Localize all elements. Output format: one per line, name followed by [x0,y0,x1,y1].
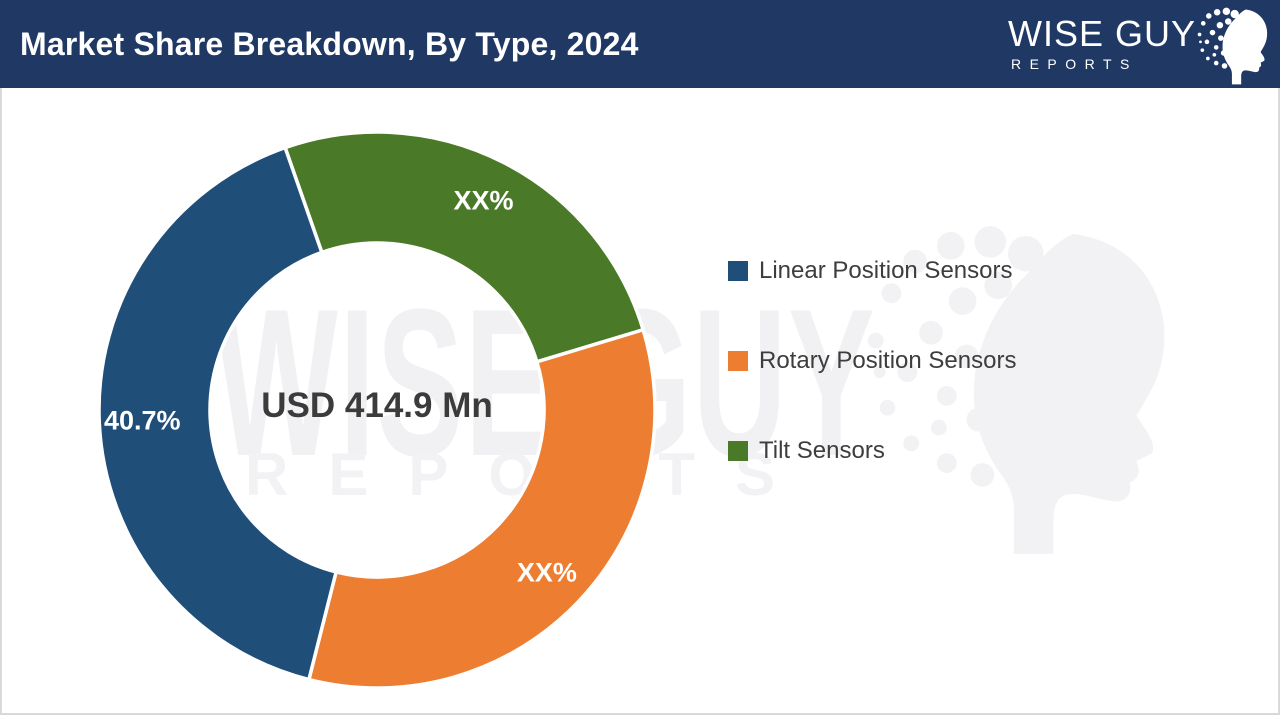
legend-swatch-icon [728,351,748,371]
logo-brain-face-icon [1197,7,1268,85]
segment-value-label: XX% [454,186,514,216]
legend-swatch-icon [728,441,748,461]
donut-segment-tilt-sensors [283,130,645,364]
legend-label: Rotary Position Sensors [759,347,1017,374]
page-border-left [0,88,2,715]
logo-text: WISE GUY REPORTS [1007,13,1196,73]
segment-value-label: 40.7% [104,405,181,435]
wise-guy-reports-logo: WISE GUY REPORTS [1008,4,1268,88]
logo-tagline: REPORTS [1010,56,1138,72]
legend-label: Linear Position Sensors [759,257,1013,284]
legend-swatch-icon [728,261,748,281]
chart-legend: Linear Position Sensors Rotary Position … [728,252,1016,470]
page-title: Market Share Breakdown, By Type, 2024 [20,25,639,62]
legend-label: Tilt Sensors [759,437,885,464]
donut-segment-linear-position-sensors [97,145,338,682]
watermark-text-reports: REPORTS [245,445,815,505]
page-border-right [1278,88,1280,715]
chart-center-value: USD 414.9 Mn [261,386,493,425]
segment-value-label: XX% [517,557,577,587]
header-bar: Market Share Breakdown, By Type, 2024 WI… [0,0,1280,88]
logo-name: WISE GUY [1007,13,1196,54]
legend-item-tilt-sensors: Tilt Sensors [728,432,1016,470]
page-border-bottom [0,713,1280,715]
legend-item-linear-position-sensors: Linear Position Sensors [728,252,1016,290]
legend-item-rotary-position-sensors: Rotary Position Sensors [728,342,1016,380]
donut-segment-rotary-position-sensors [307,327,657,690]
